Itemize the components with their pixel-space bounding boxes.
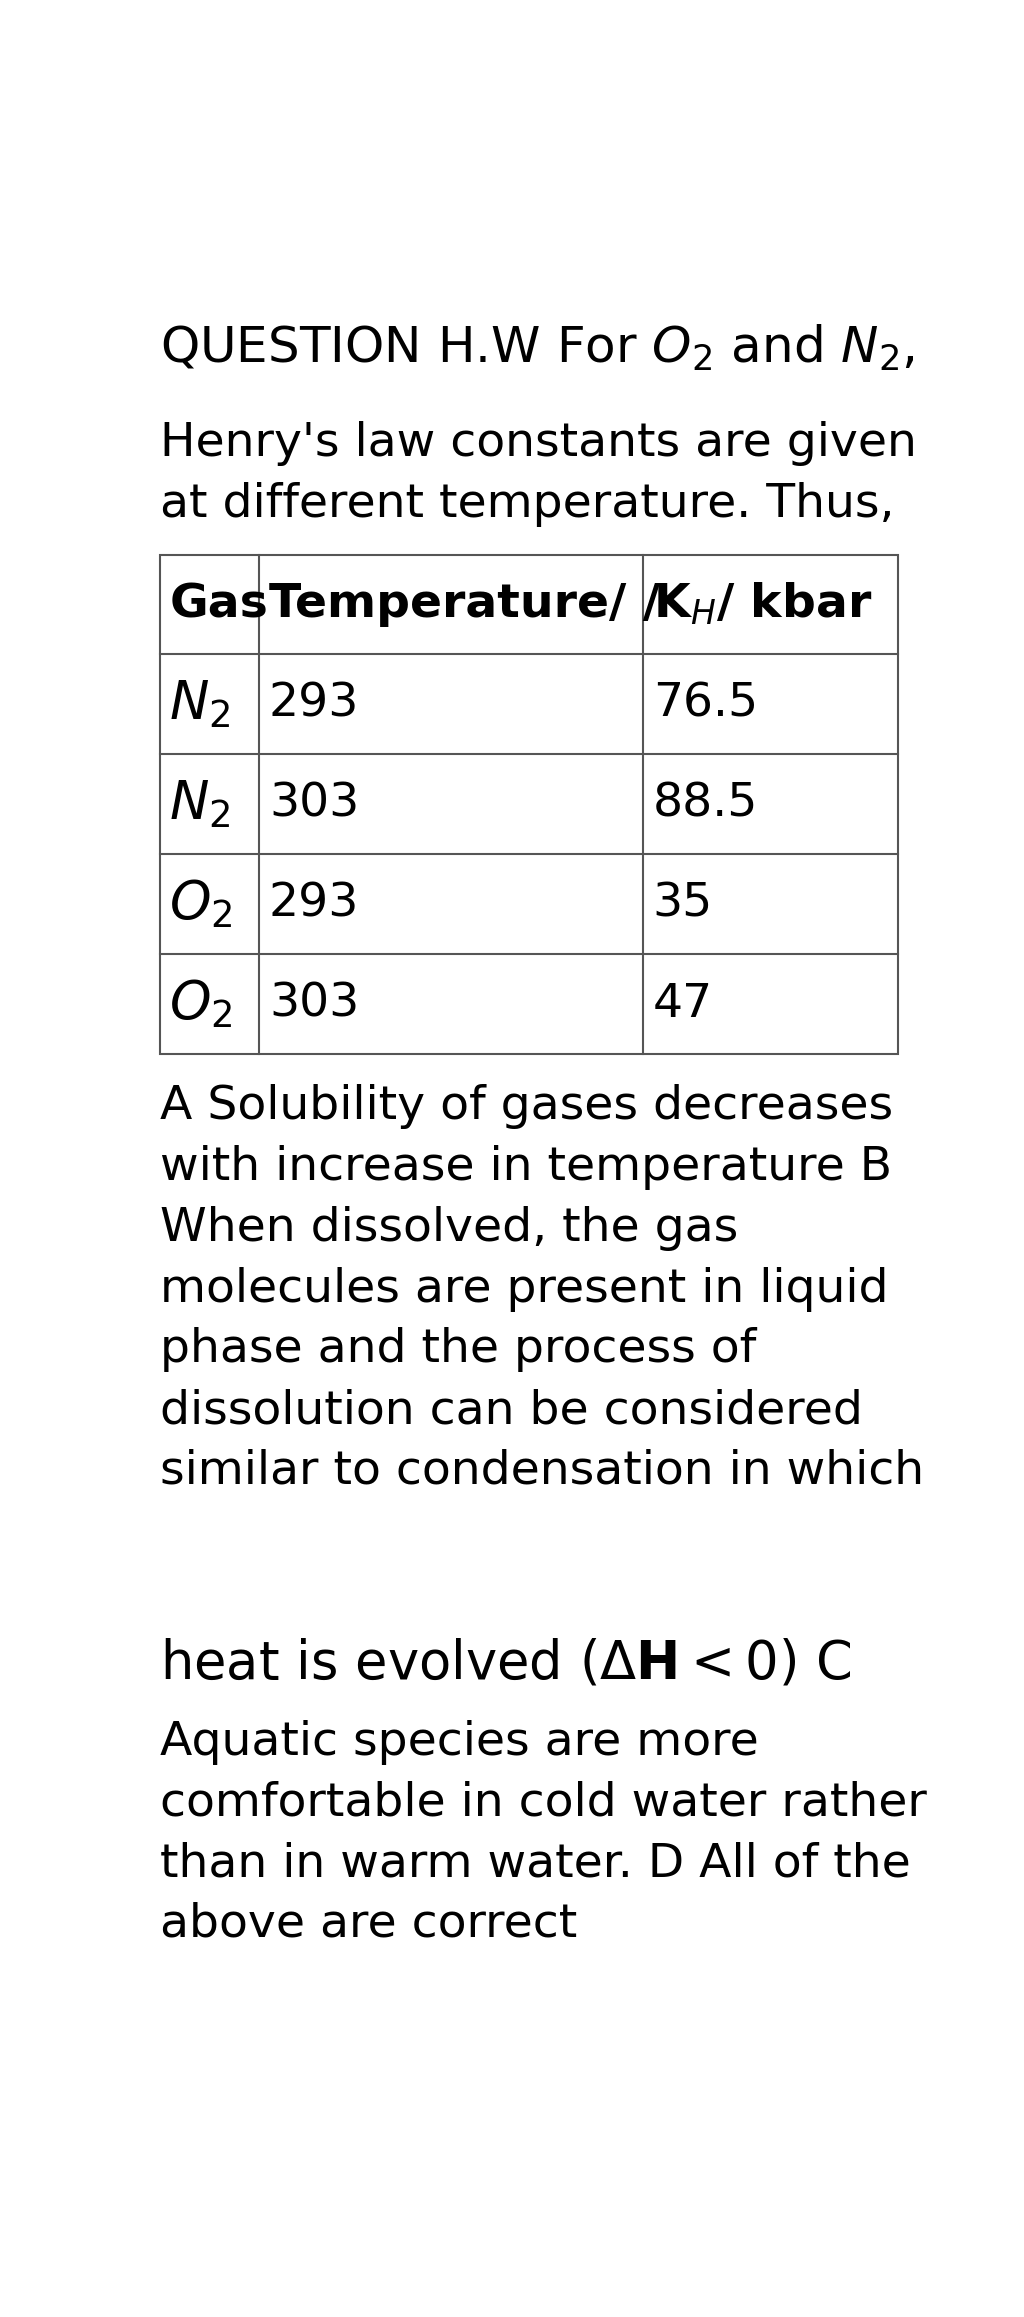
Text: $O_2$: $O_2$ <box>169 878 232 931</box>
Text: 303: 303 <box>269 982 359 1026</box>
Text: Henry's law constants are given
at different temperature. Thus,: Henry's law constants are given at diffe… <box>160 422 916 526</box>
Text: 76.5: 76.5 <box>652 681 758 728</box>
Text: QUESTION H.W For $O_2$ and $N_2$,: QUESTION H.W For $O_2$ and $N_2$, <box>160 322 914 373</box>
Text: 35: 35 <box>652 883 713 927</box>
Text: 47: 47 <box>652 982 713 1026</box>
Text: 303: 303 <box>269 781 359 827</box>
Text: $N_2$: $N_2$ <box>169 679 230 730</box>
Text: heat is evolved $(\Delta \mathbf{H} < 0)$ C: heat is evolved $(\Delta \mathbf{H} < 0)… <box>160 1638 851 1689</box>
Text: $\mathbf{K}_{\mathit{H}}$/ kbar: $\mathbf{K}_{\mathit{H}}$/ kbar <box>652 582 871 628</box>
Text: A Solubility of gases decreases
with increase in temperature B
When dissolved, t: A Solubility of gases decreases with inc… <box>160 1084 924 1494</box>
Text: Aquatic species are more
comfortable in cold water rather
than in warm water. D : Aquatic species are more comfortable in … <box>160 1719 927 1946</box>
Text: $N_2$: $N_2$ <box>169 779 230 829</box>
Bar <box>160 554 898 1054</box>
Text: 88.5: 88.5 <box>652 781 758 827</box>
Text: Gas: Gas <box>169 582 268 628</box>
Text: 293: 293 <box>269 883 359 927</box>
Text: $O_2$: $O_2$ <box>169 978 232 1031</box>
Text: 293: 293 <box>269 681 359 728</box>
Text: Temperature/ /: Temperature/ / <box>269 582 659 628</box>
